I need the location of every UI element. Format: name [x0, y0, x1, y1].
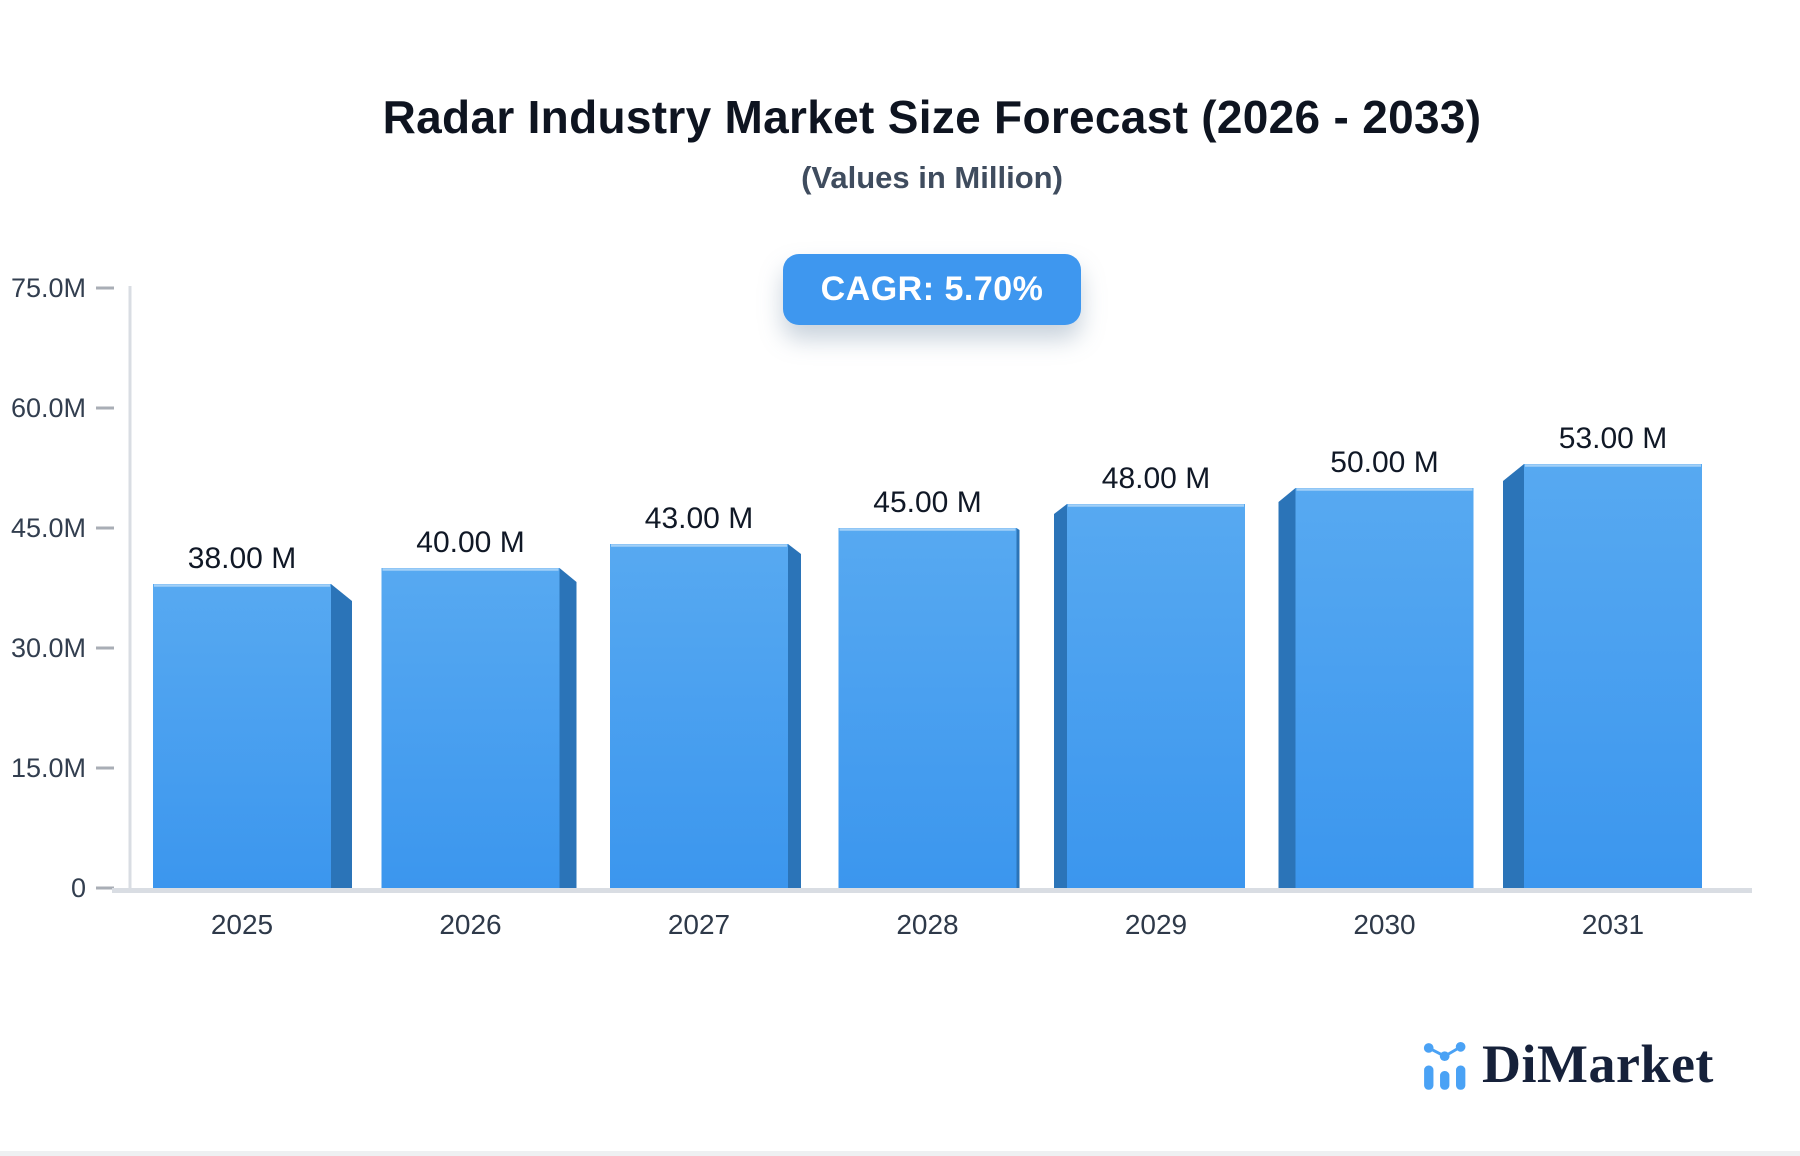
bar-side [788, 544, 801, 890]
logo-chart-icon [1423, 1042, 1466, 1090]
bar-side [1278, 488, 1296, 890]
x-tick-label: 2025 [211, 909, 273, 940]
bar [1295, 488, 1474, 890]
bar [838, 528, 1017, 890]
bar-value-label: 48.00 M [1102, 462, 1210, 495]
x-tick-label: 2026 [439, 909, 501, 940]
x-tick-label: 2029 [1125, 909, 1187, 940]
cagr-badge: CAGR: 5.70% [782, 254, 1082, 325]
chart-subtitle: (Values in Million) [801, 160, 1063, 195]
bar-side [331, 584, 352, 890]
chart-title: Radar Industry Market Size Forecast (202… [382, 91, 1482, 143]
chart-header: Radar Industry Market Size Forecast (202… [64, 90, 1800, 196]
y-tick-label: 30.0M [11, 633, 86, 663]
bar-side [1016, 528, 1020, 890]
brand-logo: DiMarket [1423, 1034, 1714, 1095]
x-tick-label: 2030 [1353, 909, 1415, 940]
cagr-badge-wrap: CAGR: 5.70% [64, 254, 1800, 325]
bar [153, 584, 331, 890]
bar-side [1054, 504, 1067, 890]
y-tick-label: 60.0M [11, 393, 86, 423]
bar-value-label: 45.00 M [873, 486, 981, 519]
bar [1524, 464, 1702, 890]
bar [381, 568, 560, 890]
bar-side [559, 568, 577, 890]
bar-value-label: 50.00 M [1330, 446, 1438, 479]
bar [610, 544, 788, 890]
y-tick-label: 15.0M [11, 753, 86, 783]
bar [1067, 504, 1245, 890]
logo-text: DiMarket [1482, 1034, 1714, 1095]
x-tick-label: 2031 [1582, 909, 1644, 940]
y-tick-label: 75.0M [11, 273, 86, 303]
bar-value-label: 38.00 M [188, 542, 296, 575]
cagr-label: CAGR: 5.70% [820, 270, 1044, 308]
bar-value-label: 40.00 M [416, 526, 524, 559]
y-tick-label: 45.0M [11, 513, 86, 543]
bar-value-label: 43.00 M [645, 502, 753, 535]
x-tick-label: 2027 [668, 909, 730, 940]
bar-side [1503, 464, 1524, 890]
y-tick-label: 0 [71, 873, 86, 903]
bar-value-label: 53.00 M [1559, 422, 1667, 455]
x-tick-label: 2028 [896, 909, 958, 940]
